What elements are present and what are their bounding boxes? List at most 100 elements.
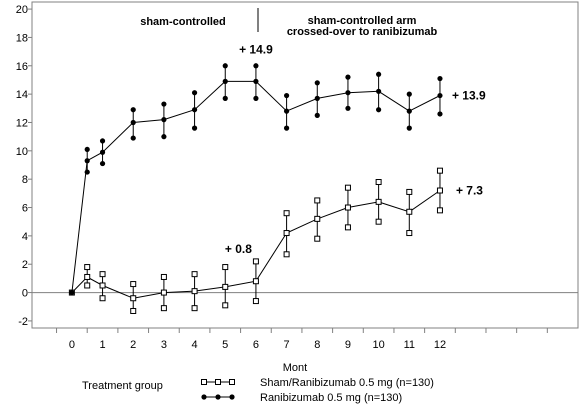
error-cap-marker [84, 282, 91, 289]
x-tick-label: 8 [314, 339, 320, 351]
error-cap-marker [191, 125, 198, 131]
x-tick-label: 3 [161, 339, 167, 351]
error-cap-marker [99, 160, 106, 167]
error-cap-marker [253, 95, 259, 101]
y-tick-label: -2 [18, 316, 28, 328]
phase-label-left: sham-controlled [140, 16, 226, 28]
data-point [436, 187, 443, 194]
error-cap-marker [252, 258, 259, 265]
value-annotation: + 13.9 [452, 89, 486, 103]
error-cap-marker [160, 273, 167, 280]
y-tick-label: 16 [16, 61, 28, 73]
error-cap-marker [375, 218, 382, 225]
error-cap-marker [130, 307, 137, 314]
data-point [253, 78, 259, 84]
x-tick-label: 7 [284, 339, 290, 351]
legend-marker [215, 379, 221, 385]
data-point [130, 295, 137, 302]
error-cap-marker [252, 298, 259, 305]
x-tick-label: 4 [192, 339, 198, 351]
y-tick-label: 20 [16, 4, 28, 16]
error-cap-marker [99, 138, 106, 144]
legend-marker [229, 394, 235, 400]
error-cap-marker [222, 95, 228, 101]
data-point [84, 158, 90, 164]
y-tick-label: 18 [16, 32, 28, 44]
data-point [69, 289, 75, 296]
error-cap-marker [345, 105, 351, 111]
error-cap-marker [160, 305, 167, 312]
legend-entry: Ranibizumab 0.5 mg (n=130) [201, 392, 402, 404]
legend-entry: Sham/Ranibizumab 0.5 mg (n=130) [201, 377, 434, 389]
phase-label-right-line2: crossed-over to ranibizumab [287, 26, 438, 38]
error-cap-marker [376, 71, 382, 77]
x-tick-label: 6 [253, 339, 259, 351]
error-cap-marker [283, 251, 290, 258]
data-point [345, 90, 351, 96]
x-tick-label: 5 [222, 339, 228, 351]
y-tick-label: 6 [22, 203, 28, 215]
x-tick-label: 12 [434, 339, 446, 351]
x-tick-label: 0 [69, 339, 75, 351]
error-cap-marker [99, 271, 106, 278]
error-cap-marker [314, 80, 320, 86]
data-point [406, 208, 413, 215]
legend-marker [201, 379, 207, 385]
data-point [406, 108, 412, 114]
error-cap-marker [406, 230, 413, 237]
error-cap-marker [191, 305, 198, 312]
legend-label: Ranibizumab 0.5 mg (n=130) [260, 392, 402, 404]
error-cap-marker [222, 264, 229, 271]
y-tick-label: 12 [16, 117, 28, 129]
error-cap-marker [283, 92, 290, 99]
y-tick-label: 10 [16, 146, 28, 158]
legend-marker [215, 394, 221, 400]
value-annotation: + 0.8 [225, 242, 252, 256]
series-ranibizumab [69, 63, 443, 296]
error-cap-marker [436, 167, 443, 174]
legend-marker [229, 379, 235, 385]
data-point [344, 204, 351, 211]
error-cap-marker [375, 179, 382, 186]
error-cap-marker [345, 74, 351, 80]
value-annotation: + 14.9 [239, 42, 273, 56]
data-point [99, 149, 106, 155]
plot-area [31, 1, 579, 329]
error-cap-marker [191, 271, 198, 278]
error-cap-marker [406, 125, 412, 131]
data-point [314, 95, 320, 101]
error-cap-marker [376, 107, 382, 113]
error-cap-marker [84, 169, 90, 175]
x-tick-label: 10 [372, 339, 384, 351]
y-tick-label: 14 [16, 89, 28, 101]
data-point [191, 107, 198, 113]
error-cap-marker [130, 281, 137, 288]
data-point [252, 278, 259, 285]
data-point [222, 283, 229, 290]
data-point [222, 78, 228, 84]
y-tick-label: 0 [22, 288, 28, 300]
data-point [99, 282, 106, 289]
y-tick-label: 8 [22, 174, 28, 186]
error-cap-marker [406, 188, 413, 195]
x-tick-label: 11 [404, 339, 415, 351]
data-point [84, 273, 91, 280]
error-cap-marker [161, 134, 167, 140]
x-tick-label: 9 [345, 339, 351, 351]
error-cap-marker [314, 197, 321, 204]
x-tick-label: 2 [130, 339, 136, 351]
data-point [376, 88, 382, 94]
error-cap-marker [344, 184, 351, 191]
legend-label: Sham/Ranibizumab 0.5 mg (n=130) [260, 377, 434, 389]
error-cap-marker [406, 91, 412, 97]
error-cap-marker [161, 101, 167, 107]
legend-title: Treatment group [82, 380, 163, 392]
error-cap-marker [253, 63, 259, 69]
legend-marker [201, 394, 207, 400]
value-annotation: + 7.3 [456, 184, 483, 198]
y-tick-label: 4 [22, 231, 28, 243]
error-cap-marker [436, 207, 443, 214]
error-cap-marker [437, 75, 443, 82]
series-sham-ranibizumab [68, 167, 443, 314]
